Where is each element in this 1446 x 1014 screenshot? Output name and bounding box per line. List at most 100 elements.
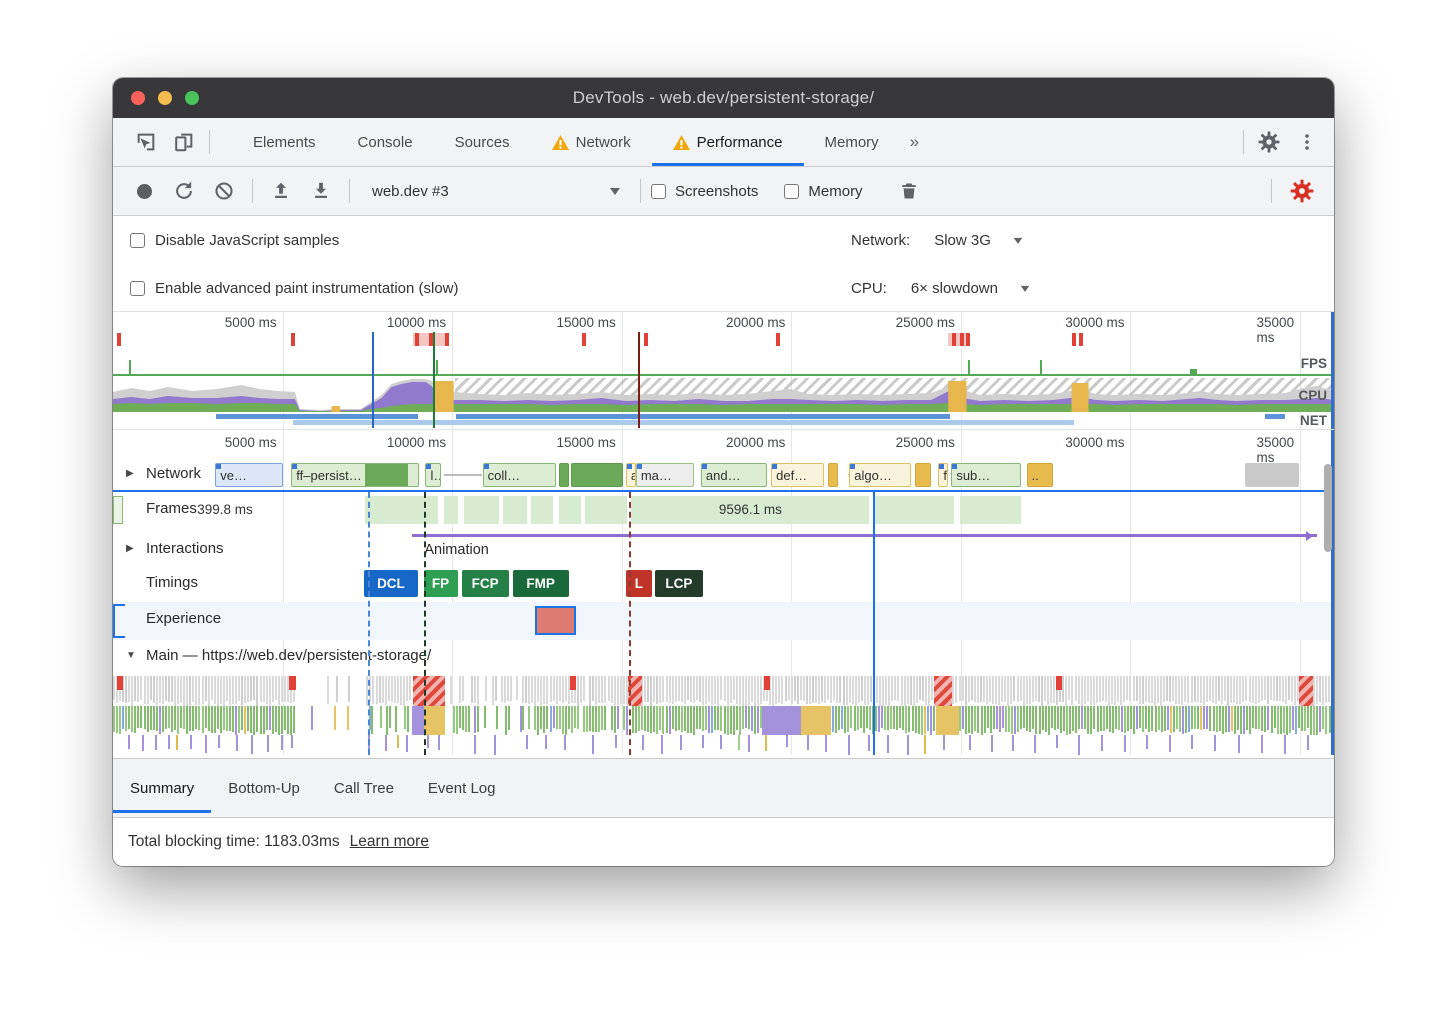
network-request-segment[interactable]: and…: [700, 463, 767, 487]
tab-performance[interactable]: Performance: [651, 118, 804, 166]
kebab-menu-icon[interactable]: [1288, 118, 1326, 166]
tab-network[interactable]: Network: [531, 118, 652, 166]
details-tab-summary[interactable]: Summary: [113, 759, 212, 817]
network-track-divider: [113, 490, 1334, 492]
disable-js-samples-checkbox[interactable]: [130, 232, 145, 248]
animation-bar[interactable]: [411, 531, 1317, 541]
frame-block[interactable]: [365, 496, 438, 524]
devtools-tabbar: Elements Console Sources Network Performance…: [113, 118, 1334, 167]
vertical-scrollbar[interactable]: [1324, 464, 1332, 552]
frame-block[interactable]: [630, 496, 870, 524]
main-flame-band-tasks[interactable]: [113, 676, 1334, 706]
network-request-segment[interactable]: ..: [1026, 463, 1053, 487]
network-request-segment[interactable]: a: [625, 463, 636, 487]
trash-icon[interactable]: [889, 174, 929, 208]
layout-shift-box[interactable]: [534, 606, 576, 635]
zoom-button[interactable]: [185, 91, 199, 105]
inspect-element-icon[interactable]: [127, 118, 165, 166]
divider: [640, 179, 641, 203]
frame-block[interactable]: [875, 496, 955, 524]
flame-bar: [1175, 706, 1178, 729]
memory-checkbox[interactable]: [784, 183, 800, 199]
tab-console[interactable]: Console: [337, 118, 434, 166]
details-tab-event-log[interactable]: Event Log: [427, 779, 496, 797]
learn-more-link[interactable]: Learn more: [349, 833, 429, 850]
fps-spike: [435, 360, 438, 376]
settings-gear-icon[interactable]: [1250, 118, 1288, 166]
interactions-expand-icon[interactable]: ▶: [126, 543, 134, 554]
flame-bar: [262, 706, 265, 735]
reload-and-record-icon[interactable]: [164, 174, 204, 208]
flame-bar: [656, 706, 659, 734]
flame-bar: [1133, 706, 1136, 734]
clear-icon[interactable]: [204, 174, 244, 208]
cpu-throttle-select[interactable]: CPU: 6× slowdown: [851, 279, 1030, 297]
network-request-segment[interactable]: [558, 463, 569, 487]
minimize-button[interactable]: [158, 91, 172, 105]
close-button[interactable]: [131, 91, 145, 105]
flame-bar: [1246, 706, 1249, 731]
divider: [1271, 179, 1272, 203]
frame-block[interactable]: [443, 496, 458, 524]
network-request-segment[interactable]: def…: [771, 463, 825, 487]
flame-bar: [1022, 676, 1025, 706]
profile-select[interactable]: web.dev #3: [358, 182, 630, 200]
tab-memory[interactable]: Memory: [804, 118, 900, 166]
flame-bar: [1126, 676, 1129, 701]
flame-bar: [862, 706, 865, 733]
load-profile-icon[interactable]: [261, 174, 301, 208]
timing-badge-lcp[interactable]: LCP: [654, 570, 703, 597]
main-flame-band-activity[interactable]: [113, 706, 1334, 735]
flame-bar: [824, 676, 827, 704]
frame-block[interactable]: [960, 496, 1022, 524]
timing-badge-fmp[interactable]: FMP: [512, 570, 569, 597]
save-profile-icon[interactable]: [301, 174, 341, 208]
frame-block[interactable]: [502, 496, 527, 524]
tab-elements[interactable]: Elements: [232, 118, 337, 166]
frame-block[interactable]: [558, 496, 581, 524]
timeline-overview[interactable]: 5000 ms 10000 ms 15000 ms 20000 ms 25000 ms 3…: [113, 312, 1334, 430]
flame-bar: [1227, 706, 1230, 732]
timing-badge-fp[interactable]: FP: [423, 570, 458, 597]
network-request-segment[interactable]: ma…: [635, 463, 694, 487]
flame-bar: [277, 706, 280, 735]
capture-settings-gear-icon[interactable]: [1282, 174, 1322, 208]
flame-bar: [1318, 676, 1321, 702]
network-request-segment[interactable]: sub…: [951, 463, 1022, 487]
frame-block[interactable]: [584, 496, 627, 524]
selection-right-edge[interactable]: [1331, 312, 1334, 429]
network-request-segment[interactable]: l…: [425, 463, 442, 487]
frame-block[interactable]: [463, 496, 499, 524]
paint-instrumentation-checkbox[interactable]: [130, 280, 145, 296]
network-request-segment[interactable]: [915, 463, 932, 487]
network-request-segment[interactable]: algo…: [849, 463, 912, 487]
timing-badge-fcp[interactable]: FCP: [461, 570, 509, 597]
network-request-segment[interactable]: f: [938, 463, 949, 487]
main-flame-band-detail[interactable]: [113, 735, 1334, 755]
network-request-segment[interactable]: ve…: [215, 463, 284, 487]
network-throttle-select[interactable]: Network: Slow 3G: [851, 231, 1023, 249]
network-request-segment[interactable]: coll…: [482, 463, 556, 487]
network-request-segment[interactable]: [828, 463, 839, 487]
device-toolbar-icon[interactable]: [165, 118, 203, 166]
screenshots-checkbox[interactable]: [651, 183, 666, 199]
details-tab-bottom-up[interactable]: Bottom-Up: [228, 779, 300, 797]
flame-bar: [580, 676, 583, 703]
network-request-segment[interactable]: [1244, 463, 1299, 487]
selection-right-edge[interactable]: [1331, 430, 1334, 755]
network-request-segment[interactable]: ff–persist…: [291, 463, 420, 487]
network-expand-icon[interactable]: ▶: [126, 468, 134, 479]
flame-bar: [1291, 676, 1294, 702]
flame-bar: [1249, 706, 1252, 734]
frame-block[interactable]: [530, 496, 553, 524]
flame-bar: [219, 676, 222, 704]
network-request-segment[interactable]: [570, 463, 623, 487]
flame-bar: [674, 676, 677, 703]
more-tabs-button[interactable]: »: [909, 132, 920, 151]
timing-badge-dcl[interactable]: DCL: [364, 570, 418, 597]
main-collapse-icon[interactable]: ▼: [126, 650, 136, 661]
details-tab-call-tree[interactable]: Call Tree: [333, 779, 394, 797]
network-connector-line: [443, 474, 482, 476]
tab-sources[interactable]: Sources: [434, 118, 531, 166]
record-button[interactable]: [137, 183, 152, 199]
